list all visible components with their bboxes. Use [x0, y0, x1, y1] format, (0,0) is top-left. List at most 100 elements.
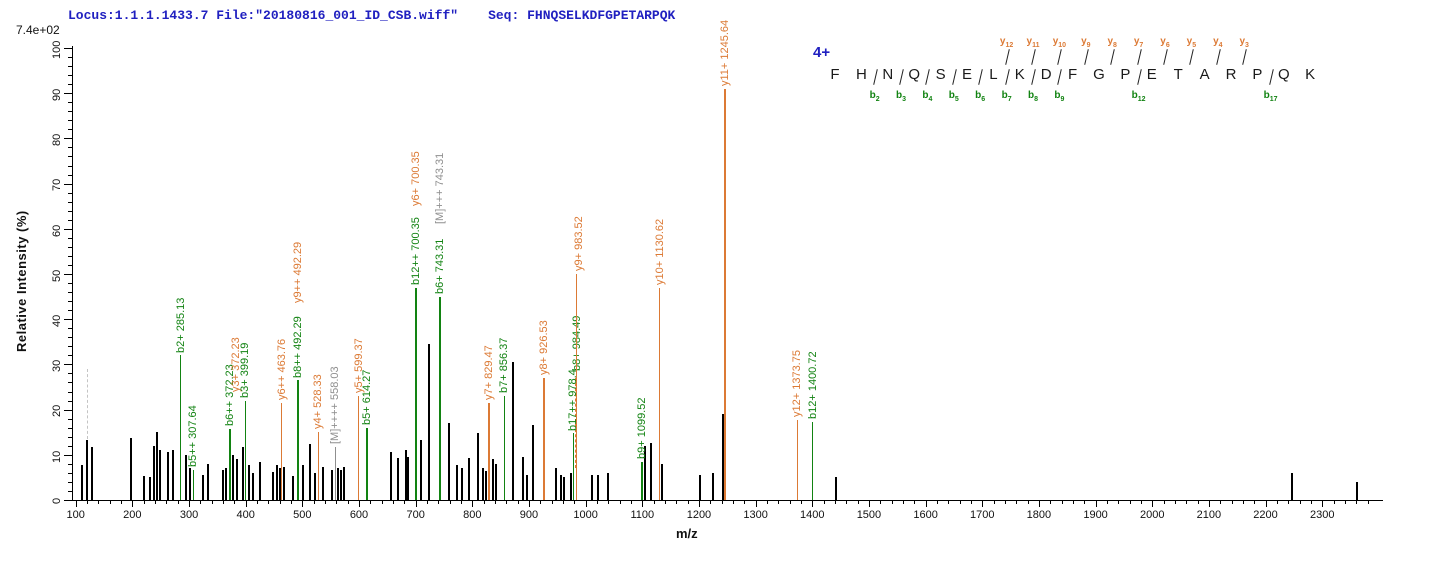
peak: [278, 468, 281, 500]
x-minor-tick: [1004, 500, 1006, 504]
ion-label: b8++ 492.29: [291, 315, 304, 378]
sequence-residue: R: [1225, 66, 1237, 83]
sequence-residue: T: [1173, 66, 1183, 83]
y-minor-tick: [68, 463, 72, 465]
x-minor-tick: [325, 500, 326, 504]
fragment-slash-bottom: [1057, 69, 1063, 85]
x-tick-label: 1600: [913, 509, 938, 521]
sequence-residue: E: [1146, 66, 1157, 83]
x-minor-tick: [1367, 500, 1369, 504]
x-tick-label: 2000: [1139, 509, 1165, 521]
x-major-tick: [1152, 500, 1154, 507]
x-major-tick: [1095, 500, 1097, 507]
y-tick-label: 0: [51, 498, 63, 505]
labeled-peak-y: [543, 377, 545, 500]
x-minor-tick: [766, 500, 768, 504]
x-minor-tick: [936, 500, 938, 504]
x-minor-tick: [914, 500, 916, 504]
peak: [560, 475, 563, 500]
labeled-peak-M: [334, 447, 336, 500]
peak: [339, 470, 342, 500]
labeled-peak-b: [811, 421, 814, 500]
x-minor-tick: [574, 500, 576, 504]
x-minor-tick: [494, 500, 496, 504]
peak: [460, 468, 463, 500]
ion-label: y8+ 926.53: [538, 320, 550, 376]
peak: [447, 423, 450, 500]
x-minor-tick: [1310, 500, 1312, 504]
peak: [184, 454, 187, 500]
y-tick-label: 10: [51, 450, 63, 463]
b-ion-label: b8: [1027, 90, 1038, 103]
x-tick-label: 200: [123, 509, 142, 521]
b-ion-label: b9: [1054, 90, 1065, 103]
peak: [522, 456, 525, 500]
x-minor-tick: [121, 500, 123, 504]
x-minor-tick: [177, 500, 179, 504]
labeled-peak-b: [244, 400, 246, 500]
peak: [241, 446, 244, 500]
x-tick-label: 900: [519, 509, 539, 521]
x-minor-tick: [347, 500, 349, 504]
labeled-peak-b: [572, 433, 575, 500]
labeled-peak-y: [724, 88, 726, 500]
y-minor-tick: [68, 346, 72, 348]
labeled-peak-b: [297, 380, 299, 500]
y-minor-tick: [68, 255, 72, 257]
x-minor-tick: [370, 500, 372, 504]
fragment-slash-bottom: [978, 69, 983, 85]
peak: [81, 465, 84, 500]
x-major-tick: [359, 500, 360, 507]
peak: [712, 472, 715, 500]
peak: [272, 471, 275, 500]
x-minor-tick: [143, 500, 145, 504]
peak: [649, 443, 652, 500]
x-tick-label: 1300: [743, 509, 768, 521]
x-tick-label: 1000: [573, 509, 598, 521]
ion-label: b7+ 856.37: [498, 337, 511, 394]
x-minor-tick: [257, 500, 258, 504]
y-ion-label: y7: [1133, 36, 1144, 49]
peak: [660, 463, 663, 500]
x-minor-tick: [155, 500, 157, 504]
y-minor-tick: [68, 490, 72, 492]
x-minor-tick: [1084, 500, 1086, 504]
x-minor-tick: [506, 500, 508, 504]
y-minor-tick: [68, 84, 72, 86]
x-major-tick: [132, 500, 134, 507]
ion-label: b12++ 700.35: [409, 216, 422, 285]
ion-label: y11+ 1245.64: [718, 20, 731, 87]
peak: [189, 468, 192, 500]
peak: [86, 439, 89, 500]
fragment-slash-bottom: [1268, 69, 1274, 85]
x-minor-tick: [1140, 500, 1142, 504]
peak: [158, 450, 161, 500]
x-tick-label: 800: [463, 509, 482, 521]
x-major-tick: [189, 500, 191, 507]
fragment-slash-top: [1189, 49, 1195, 65]
x-minor-tick: [1129, 500, 1131, 504]
x-minor-tick: [823, 500, 825, 504]
x-minor-tick: [1106, 500, 1108, 504]
y-tick-label: 20: [51, 405, 63, 418]
x-minor-tick: [846, 500, 848, 504]
x-minor-tick: [1231, 500, 1233, 504]
y-major-tick: [64, 274, 72, 275]
peak: [252, 472, 255, 500]
y-major-tick: [64, 319, 72, 321]
b-ion-label: b17: [1263, 90, 1278, 103]
x-major-tick: [1038, 500, 1040, 507]
x-minor-tick: [1118, 500, 1120, 504]
fragment-slash-top: [1242, 49, 1247, 65]
x-minor-tick: [1027, 500, 1029, 504]
peak: [1356, 481, 1359, 500]
x-minor-tick: [1299, 500, 1301, 504]
peak: [456, 465, 459, 500]
y-tick-label: 50: [51, 269, 63, 282]
y-minor-tick: [68, 237, 72, 239]
x-major-tick: [1265, 500, 1267, 507]
x-minor-tick: [336, 500, 338, 504]
x-minor-tick: [1220, 500, 1222, 504]
y-minor-tick: [68, 246, 72, 248]
